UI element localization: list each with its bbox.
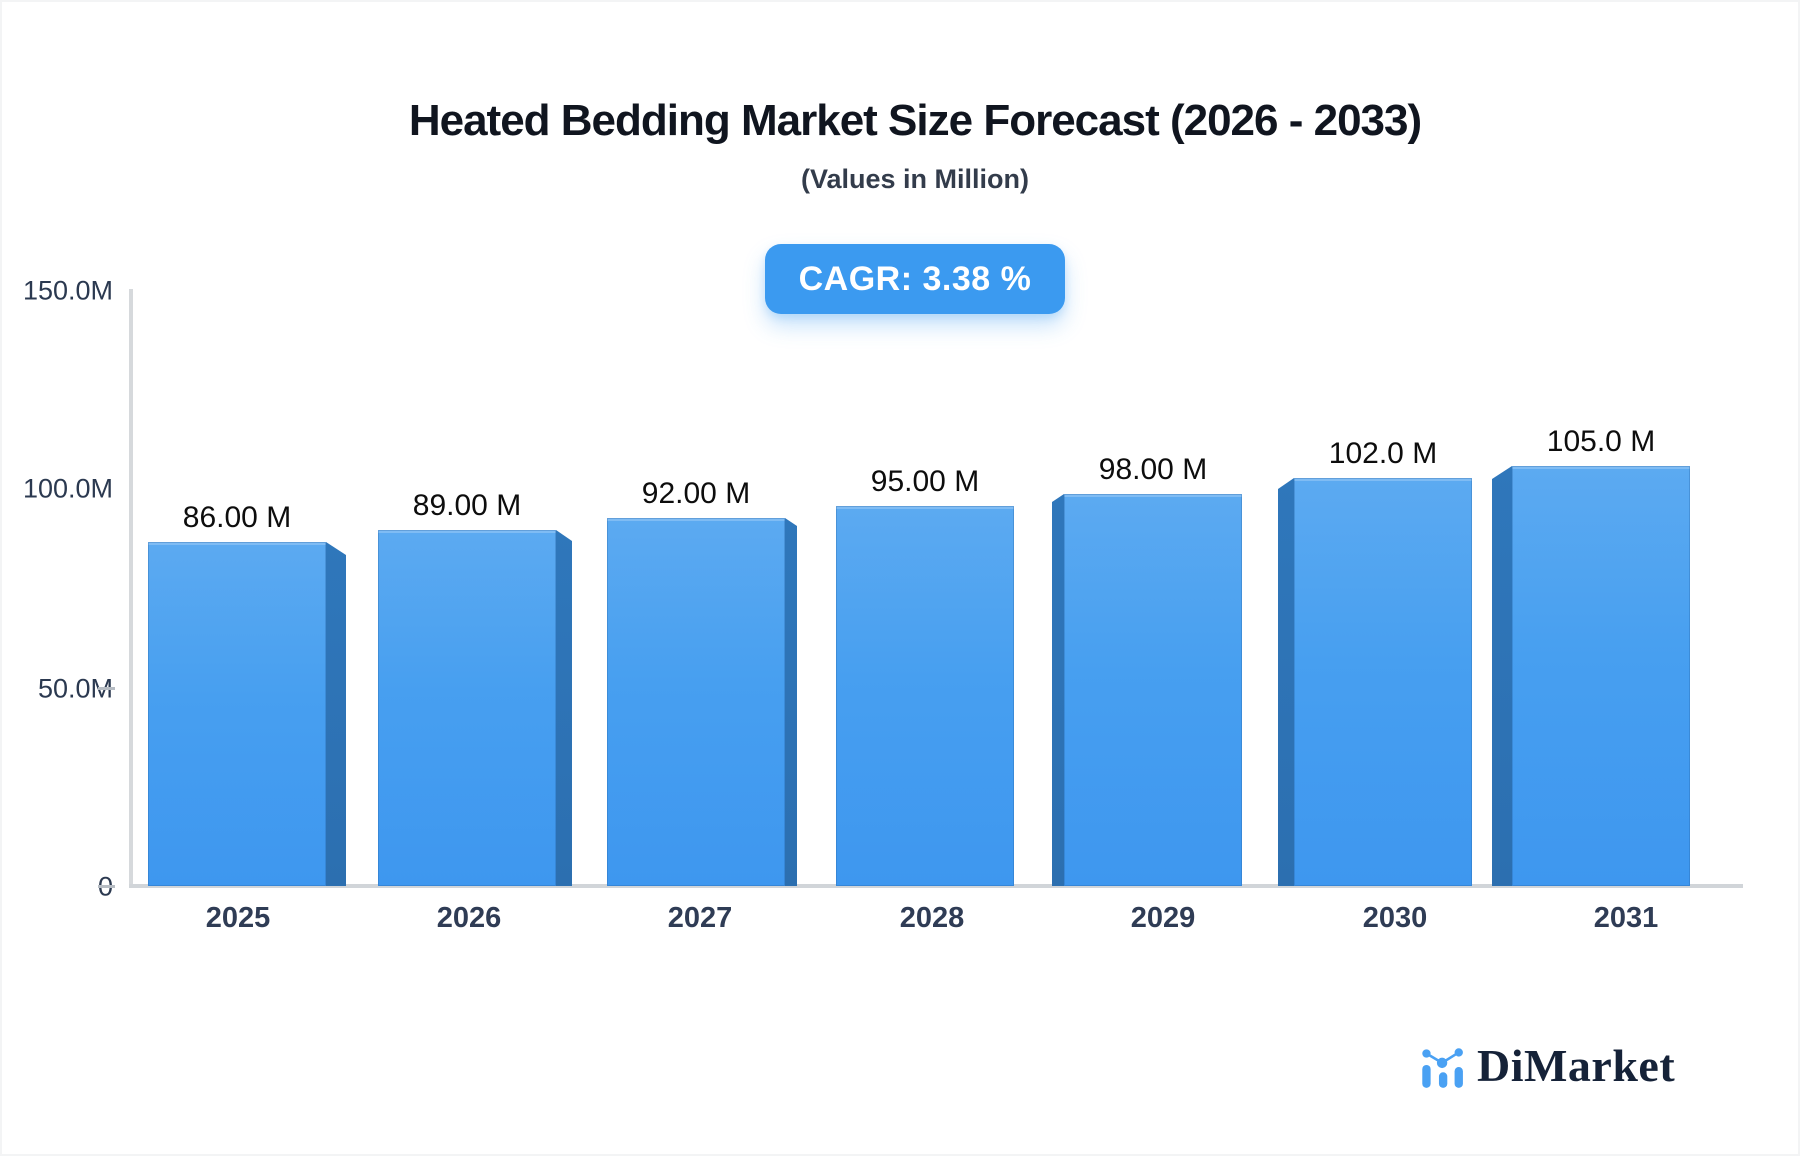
bar-value-label: 92.00 M <box>641 477 751 510</box>
bar[interactable] <box>836 506 1014 886</box>
y-axis-tick-label: 50.0M <box>37 673 113 704</box>
bar-side-face <box>1052 494 1064 886</box>
x-axis-label: 2025 <box>205 902 271 934</box>
x-axis-label: 2026 <box>436 902 502 934</box>
y-axis-line <box>129 289 133 887</box>
bar-chart-logo-icon <box>1422 1048 1463 1088</box>
chart-header: Heated Bedding Market Size Forecast (202… <box>30 0 1800 314</box>
bar-value-label: 95.00 M <box>870 465 980 498</box>
chart-subtitle: (Values in Million) <box>800 164 1030 194</box>
x-axis-label: 2027 <box>667 902 733 934</box>
bar-side-face <box>556 530 572 886</box>
y-axis-tick-label: 100.0M <box>22 473 113 504</box>
bar[interactable] <box>1064 494 1242 886</box>
x-axis-baseline <box>129 884 1743 888</box>
chart-title: Heated Bedding Market Size Forecast (202… <box>408 96 1422 145</box>
bar[interactable] <box>1294 478 1472 886</box>
cagr-badge: CAGR: 3.38 % <box>764 244 1066 314</box>
bar-side-face <box>1278 478 1294 886</box>
bar[interactable] <box>378 530 556 886</box>
x-axis-label: 2030 <box>1362 902 1428 934</box>
y-axis-tick-mark <box>98 885 115 888</box>
bar-value-label: 105.0 M <box>1546 425 1656 458</box>
bar[interactable] <box>148 542 326 886</box>
x-axis-label: 2031 <box>1593 902 1659 934</box>
bar-value-label: 89.00 M <box>412 489 522 522</box>
bar-value-label: 98.00 M <box>1098 453 1208 486</box>
x-axis-label: 2029 <box>1130 902 1196 934</box>
bar[interactable] <box>1512 466 1690 886</box>
bar-side-face <box>1492 466 1512 886</box>
brand-logo[interactable]: DiMarket <box>1415 1040 1675 1092</box>
y-axis-tick-label: 0 <box>0 872 113 903</box>
y-axis-tick-label: 150.0M <box>22 275 113 306</box>
bar[interactable] <box>607 518 785 886</box>
bar-side-face <box>326 542 346 886</box>
y-axis-tick-mark <box>98 687 115 690</box>
bar-side-face <box>785 518 797 886</box>
bar-value-label: 102.0 M <box>1328 437 1438 470</box>
bar-value-label: 86.00 M <box>182 501 292 534</box>
x-axis-label: 2028 <box>899 902 965 934</box>
brand-name: DiMarket <box>1477 1040 1676 1091</box>
